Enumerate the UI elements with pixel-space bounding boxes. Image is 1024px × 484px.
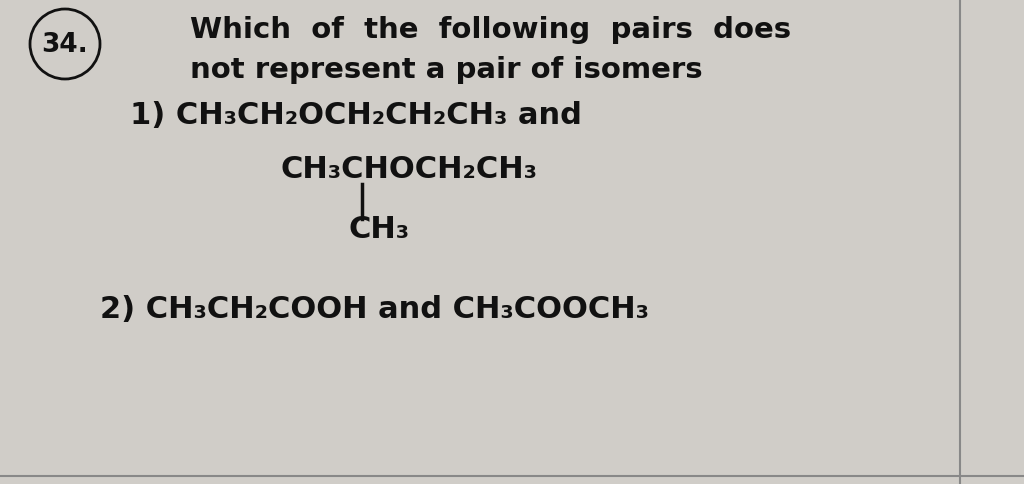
Text: CH₃: CH₃ [348,215,410,244]
Text: 34.: 34. [42,32,88,58]
Text: not represent a pair of isomers: not represent a pair of isomers [190,56,702,84]
Text: Which  of  the  following  pairs  does: Which of the following pairs does [190,16,792,44]
Text: 2) CH₃CH₂COOH and CH₃COOCH₃: 2) CH₃CH₂COOH and CH₃COOCH₃ [100,295,649,324]
Text: CH₃CHOCH₂CH₃: CH₃CHOCH₂CH₃ [280,155,537,184]
Text: 1) CH₃CH₂OCH₂CH₂CH₃ and: 1) CH₃CH₂OCH₂CH₂CH₃ and [130,100,582,129]
